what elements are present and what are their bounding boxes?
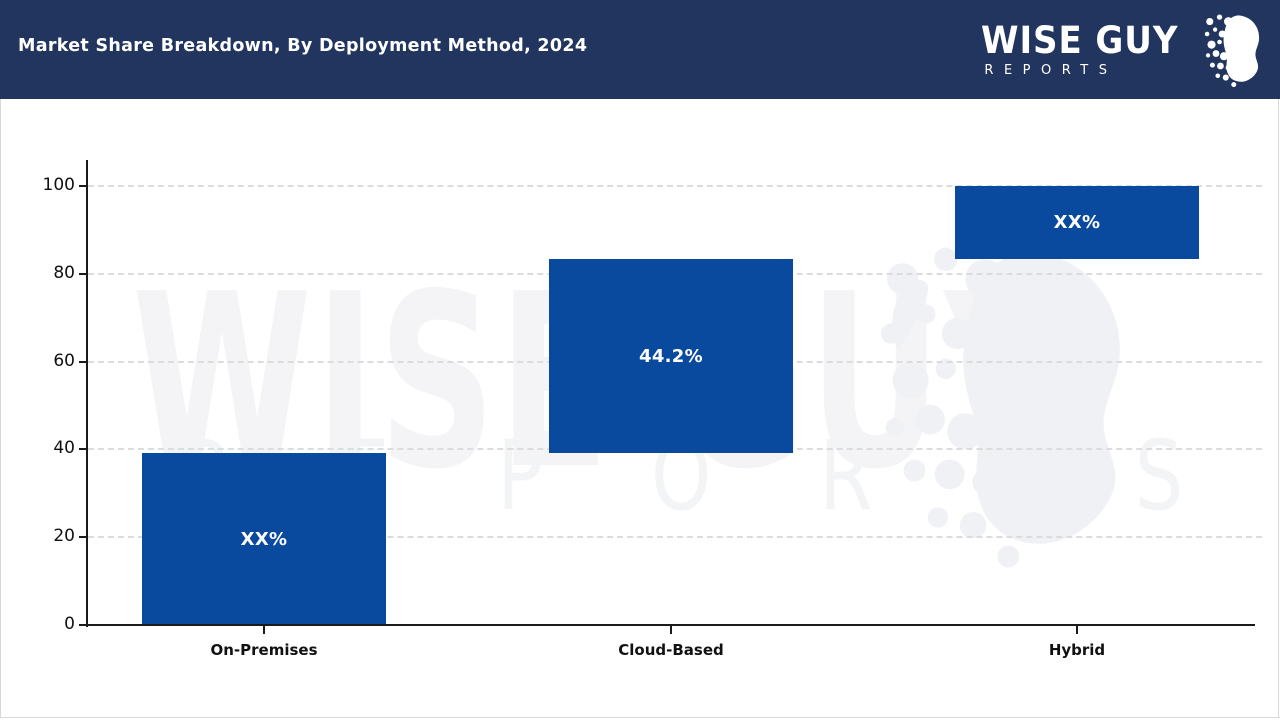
y-tick-0 bbox=[79, 624, 87, 626]
y-tick-label-60: 60 bbox=[53, 351, 75, 371]
bar-hybrid: XX% bbox=[955, 186, 1199, 259]
x-axis-line bbox=[86, 624, 1255, 626]
wise-guy-head-icon bbox=[1204, 14, 1260, 88]
y-tick-label-100: 100 bbox=[42, 175, 75, 195]
bar-value-label: 44.2% bbox=[639, 345, 703, 367]
logo-subtitle: REPORTS bbox=[984, 62, 1118, 78]
wise-guy-logo-text: WISE GUY REPORTS bbox=[981, 19, 1196, 78]
canvas-bottom-border bbox=[0, 717, 1280, 718]
x-tick-3 bbox=[1076, 626, 1078, 634]
bar-cloud-based: 44.2% bbox=[549, 259, 793, 453]
gridline-20 bbox=[88, 536, 1262, 538]
watermark-head-icon bbox=[880, 247, 1120, 568]
logo-wordmark: WISE GUY bbox=[981, 19, 1179, 63]
y-tick-100 bbox=[79, 185, 87, 187]
x-category-label: On-Premises bbox=[210, 641, 318, 659]
y-tick-label-0: 0 bbox=[64, 614, 75, 634]
bar-on-premises: XX% bbox=[142, 453, 386, 625]
y-tick-label-80: 80 bbox=[53, 263, 75, 283]
canvas-right-border bbox=[1278, 99, 1279, 718]
x-category-label: Hybrid bbox=[1048, 641, 1106, 659]
x-tick-2 bbox=[670, 626, 672, 634]
y-tick-60 bbox=[79, 361, 87, 363]
y-tick-20 bbox=[79, 536, 87, 538]
bar-value-label: XX% bbox=[240, 528, 288, 550]
canvas-left-border bbox=[0, 99, 1, 718]
chart-title: Market Share Breakdown, By Deployment Me… bbox=[18, 36, 588, 56]
header-band: Market Share Breakdown, By Deployment Me… bbox=[0, 0, 1280, 99]
y-tick-80 bbox=[79, 273, 87, 275]
y-tick-label-40: 40 bbox=[53, 438, 75, 458]
wise-guy-logo: WISE GUY REPORTS bbox=[981, 8, 1264, 92]
gridline-100 bbox=[88, 185, 1262, 187]
bar-value-label: XX% bbox=[1053, 212, 1101, 233]
y-axis-line bbox=[86, 160, 88, 627]
y-tick-40 bbox=[79, 448, 87, 450]
y-tick-label-20: 20 bbox=[53, 526, 75, 546]
x-tick-1 bbox=[263, 626, 265, 634]
x-category-label: Cloud-Based bbox=[618, 641, 724, 659]
